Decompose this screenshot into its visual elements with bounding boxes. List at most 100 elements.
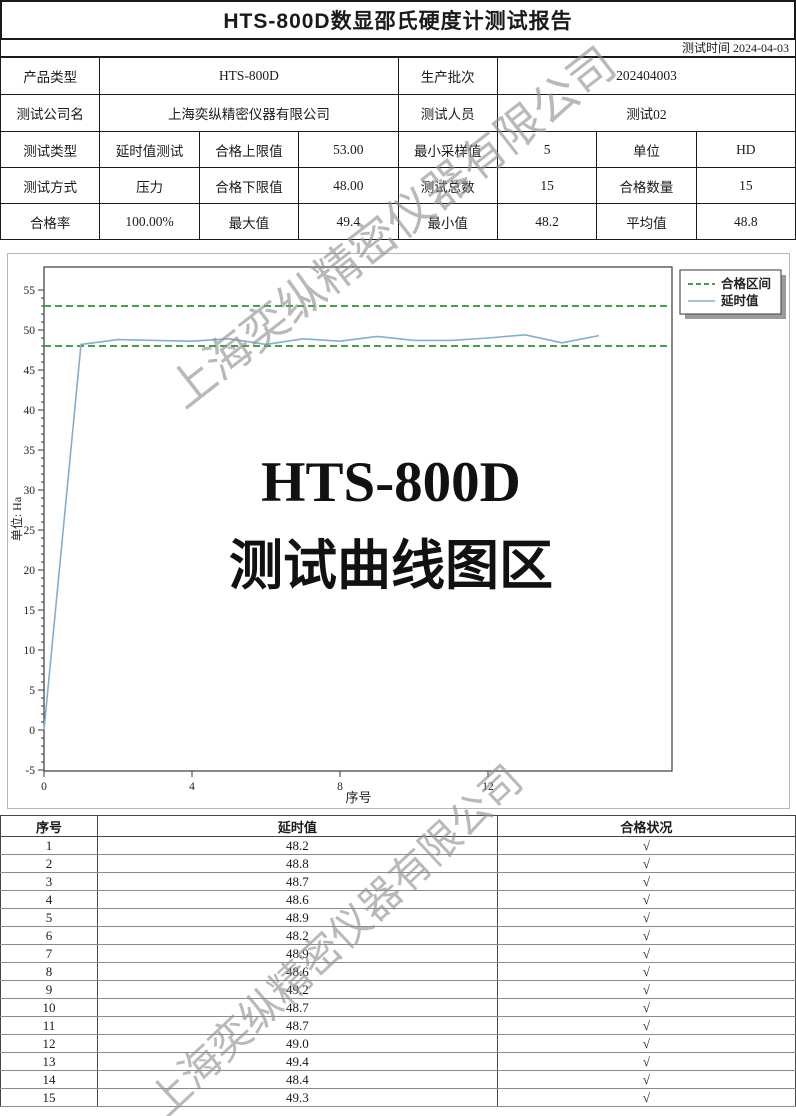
results-table: 序号 延时值 合格状况 1 48.2 √ 2 48.8 √ 3 48.7 √ 4 48.6 √ 5 48.… <box>0 815 796 1107</box>
pass-count-label: 合格数量 <box>596 167 697 204</box>
cell-status: √ <box>496 926 796 945</box>
cell-status: √ <box>496 1070 796 1089</box>
lower-limit-value: 48.00 <box>298 167 399 204</box>
product-type-label: 产品类型 <box>0 57 101 95</box>
max-value-value: 49.4 <box>298 203 399 240</box>
cell-index: 1 <box>0 836 98 855</box>
cell-status: √ <box>496 1088 796 1107</box>
batch-value: 202404003 <box>496 57 796 95</box>
batch-label: 生产批次 <box>397 57 498 95</box>
chart-area: HTS-800D 测试曲线图区 -5 0 5 10 15 20 25 30 35 40 45 50 55 0 4… <box>7 253 790 809</box>
company-label: 测试公司名 <box>0 94 101 132</box>
cell-index: 2 <box>0 854 98 873</box>
pass-rate-value: 100.00% <box>99 203 200 240</box>
cell-value: 48.9 <box>96 908 498 927</box>
y-tick-label: 10 <box>24 645 36 657</box>
cell-index: 4 <box>0 890 98 909</box>
upper-limit-value: 53.00 <box>298 131 399 168</box>
cell-status: √ <box>496 1052 796 1071</box>
table-row: 9 49.2 √ <box>0 980 796 999</box>
unit-label: 单位 <box>596 131 697 168</box>
plot-frame <box>43 266 673 772</box>
cell-status: √ <box>496 854 796 873</box>
table-row: 1 48.2 √ <box>0 836 796 855</box>
cell-status: √ <box>496 998 796 1017</box>
legend-box <box>679 269 782 315</box>
cell-value: 48.7 <box>96 1016 498 1035</box>
cell-index: 8 <box>0 962 98 981</box>
table-row: 13 49.4 √ <box>0 1052 796 1071</box>
cell-index: 13 <box>0 1052 98 1071</box>
table-row: 4 48.6 √ <box>0 890 796 909</box>
x-tick-label: 8 <box>337 781 343 793</box>
chart-overlay-subtitle: 测试曲线图区 <box>229 536 553 596</box>
table-row: 14 48.4 √ <box>0 1070 796 1089</box>
table-row: 3 48.7 √ <box>0 872 796 891</box>
test-type-label: 测试类型 <box>0 131 101 168</box>
cell-index: 10 <box>0 998 98 1017</box>
cell-value: 48.9 <box>96 944 498 963</box>
y-tick-label: -5 <box>25 765 35 777</box>
tester-label: 测试人员 <box>397 94 498 132</box>
table-row: 7 48.9 √ <box>0 944 796 963</box>
col-header-index: 序号 <box>0 815 98 837</box>
x-tick-label: 4 <box>189 781 195 793</box>
tester-value: 测试02 <box>496 94 796 132</box>
y-tick-label: 55 <box>24 285 36 297</box>
cell-index: 9 <box>0 980 98 999</box>
chart-overlay-title: HTS-800D <box>261 451 521 514</box>
min-sample-value: 5 <box>496 131 598 168</box>
test-curve-chart: HTS-800D 测试曲线图区 -5 0 5 10 15 20 25 30 35 40 45 50 55 0 4… <box>9 266 786 805</box>
total-tests-label: 测试总数 <box>397 167 498 204</box>
cell-status: √ <box>496 1034 796 1053</box>
y-tick-label: 15 <box>24 605 36 617</box>
test-time-label: 测试时间 <box>681 41 730 55</box>
cell-value: 48.6 <box>96 890 498 909</box>
results-header-row: 序号 延时值 合格状况 <box>0 815 796 837</box>
cell-status: √ <box>496 890 796 909</box>
cell-status: √ <box>496 944 796 963</box>
table-row: 2 48.8 √ <box>0 854 796 873</box>
pass-rate-label: 合格率 <box>0 203 101 240</box>
cell-index: 12 <box>0 1034 98 1053</box>
y-tick-label: 35 <box>24 445 36 457</box>
x-axis-label: 序号 <box>345 790 371 805</box>
test-mode-value: 压力 <box>99 167 200 204</box>
company-value: 上海奕纵精密仪器有限公司 <box>99 94 399 132</box>
cell-value: 49.0 <box>96 1034 498 1053</box>
x-tick-label: 12 <box>482 781 494 793</box>
cell-value: 48.7 <box>96 872 498 891</box>
cell-index: 6 <box>0 926 98 945</box>
upper-limit-label: 合格上限值 <box>198 131 300 168</box>
table-row: 12 49.0 √ <box>0 1034 796 1053</box>
legend-label-series: 延时值 <box>720 293 759 308</box>
summary-table: 产品类型 HTS-800D 生产批次 202404003 测试公司名 上海奕纵精… <box>0 57 796 240</box>
cell-index: 5 <box>0 908 98 927</box>
cell-index: 7 <box>0 944 98 963</box>
cell-value: 48.2 <box>96 836 498 855</box>
test-mode-label: 测试方式 <box>0 167 101 204</box>
cell-value: 48.7 <box>96 998 498 1017</box>
table-row: 6 48.2 √ <box>0 926 796 945</box>
avg-value-value: 48.8 <box>695 203 796 240</box>
table-row: 8 48.6 √ <box>0 962 796 981</box>
table-row: 11 48.7 √ <box>0 1016 796 1035</box>
cell-status: √ <box>496 908 796 927</box>
cell-index: 14 <box>0 1070 98 1089</box>
y-tick-label: 40 <box>24 405 36 417</box>
col-header-value: 延时值 <box>96 815 498 837</box>
cell-value: 48.2 <box>96 926 498 945</box>
report-title-bar: HTS-800D数显邵氏硬度计测试报告 <box>0 0 796 40</box>
test-time-bar: 测试时间 2024-04-03 <box>0 40 796 57</box>
y-tick-label: 5 <box>29 685 35 697</box>
cell-index: 11 <box>0 1016 98 1035</box>
max-value-label: 最大值 <box>198 203 300 240</box>
cell-value: 49.2 <box>96 980 498 999</box>
table-row: 15 49.3 √ <box>0 1088 796 1107</box>
test-time-value: 2024-04-03 <box>733 41 789 55</box>
x-tick-label: 0 <box>41 781 47 793</box>
y-tick-label: 0 <box>29 725 35 737</box>
results-body: 1 48.2 √ 2 48.8 √ 3 48.7 √ 4 48.6 √ 5 48.9 √ 6 48.2 √ 7 48.… <box>0 836 796 1107</box>
col-header-status: 合格状况 <box>496 815 796 837</box>
